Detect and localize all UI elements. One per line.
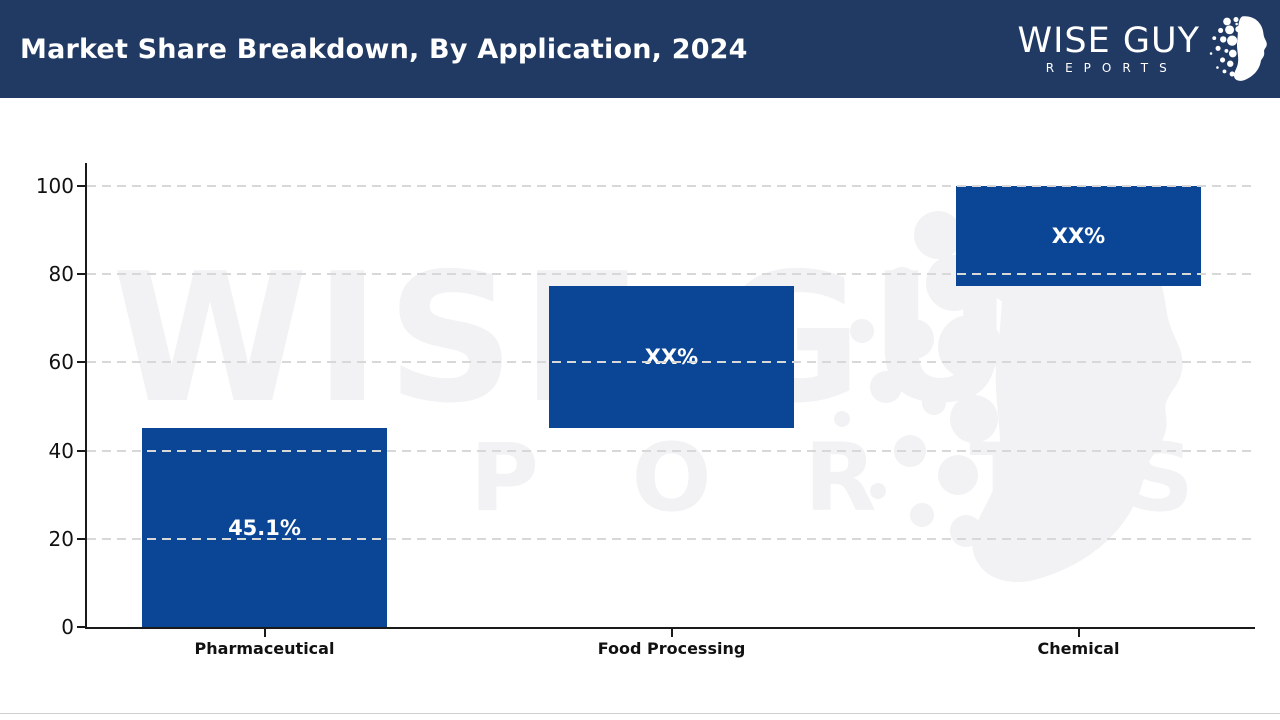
- gridline: [87, 273, 1255, 276]
- x-axis-category-label: Chemical: [1037, 639, 1120, 658]
- x-axis-category-label: Food Processing: [597, 639, 746, 658]
- bar-chemical: XX%: [956, 186, 1201, 286]
- bar-value-label: 45.1%: [228, 515, 301, 540]
- brand-logo: WISE GUY REPORTS: [1017, 6, 1268, 92]
- y-axis-tick: [77, 273, 85, 276]
- x-axis-tick: [263, 629, 266, 637]
- bar-value-label: XX%: [1051, 223, 1106, 248]
- footer-divider: [0, 713, 1280, 714]
- y-axis-tick-label: 60: [48, 350, 74, 375]
- bar-value-label: XX%: [644, 344, 699, 369]
- x-axis-line: [85, 627, 1255, 629]
- y-axis-tick-label: 0: [61, 615, 74, 639]
- y-axis-tick: [77, 449, 85, 452]
- y-axis-tick: [77, 185, 85, 187]
- y-axis-tick-label: 80: [48, 262, 74, 287]
- brand-subtitle: REPORTS: [1045, 61, 1178, 75]
- y-axis-line: [85, 163, 87, 629]
- bar-food-processing: XX%: [549, 285, 794, 429]
- brand-logo-text: WISE GUY REPORTS: [1017, 21, 1200, 75]
- y-axis-tick: [77, 626, 85, 628]
- x-axis-tick: [670, 629, 673, 637]
- gridline: [87, 537, 1255, 540]
- brand-face-icon: [1209, 16, 1267, 81]
- bar-pharmaceutical: 45.1%: [142, 428, 387, 627]
- header-bar: Market Share Breakdown, By Application, …: [0, 0, 1280, 98]
- y-axis-tick-label: 40: [48, 438, 74, 463]
- gridline: [87, 361, 1255, 364]
- gridline: [87, 185, 1255, 187]
- y-axis-tick-label: 20: [48, 526, 74, 551]
- gridline: [87, 449, 1255, 452]
- x-axis-tick: [1077, 629, 1080, 637]
- page-title: Market Share Breakdown, By Application, …: [20, 33, 748, 65]
- y-axis-tick: [77, 361, 85, 364]
- y-axis-tick-label: 100: [35, 174, 74, 198]
- x-axis-category-label: Pharmaceutical: [194, 639, 335, 658]
- y-axis-tick: [77, 537, 85, 540]
- brand-name: WISE GUY: [1017, 21, 1200, 61]
